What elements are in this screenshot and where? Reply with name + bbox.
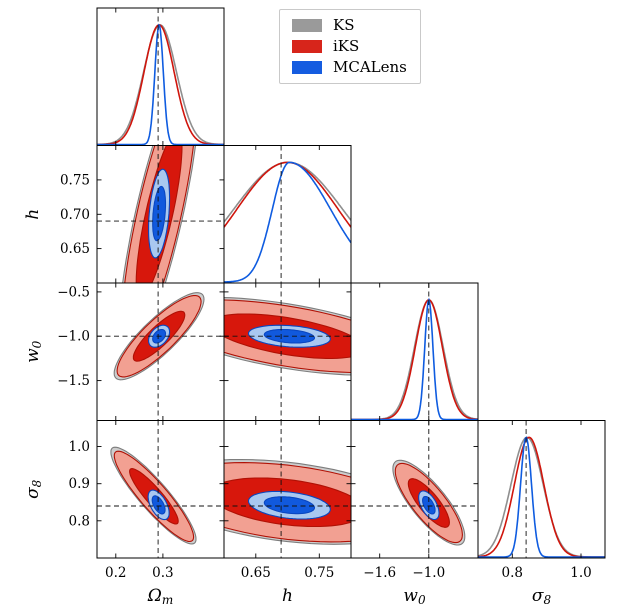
panel-frame [477, 420, 606, 559]
x-tick-label: 0.65 [241, 565, 271, 581]
y-tick-label: −1.5 [57, 373, 90, 389]
y-tick-label: 0.65 [60, 241, 90, 257]
panel-omega_m-sigma8 [97, 420, 224, 558]
legend-label: KS [333, 16, 355, 34]
legend-item-MCALens: MCALens [292, 59, 407, 75]
x-tick-label: 1.0 [570, 565, 591, 581]
x-tick-label: 0.2 [105, 565, 126, 581]
legend-label: iKS [333, 37, 360, 55]
panel-h-marginal [224, 145, 351, 283]
panel-h-w0 [224, 283, 351, 421]
x-tick-label: 0.8 [502, 565, 523, 581]
panel-omega_m-w0 [97, 283, 224, 421]
x-tick-label: 0.3 [152, 565, 173, 581]
y-tick-label: 0.75 [60, 172, 90, 188]
legend-label: MCALens [333, 58, 407, 76]
x-tick-label: −1.6 [363, 565, 396, 581]
x-tick-label: −1.0 [412, 565, 445, 581]
panel-h-sigma8 [224, 420, 351, 558]
legend-item-iKS: iKS [292, 38, 407, 54]
y-tick-label: 0.70 [60, 207, 90, 223]
y-tick-label: −0.5 [57, 284, 90, 300]
legend-swatch [292, 39, 322, 53]
panel-omega_m-marginal [97, 8, 224, 146]
legend-item-KS: KS [292, 17, 407, 33]
legend-swatch [292, 18, 322, 32]
y-tick-label: −1.0 [57, 329, 90, 345]
panel-omega_m-h [97, 145, 224, 283]
y-tick-label: 0.9 [69, 476, 90, 492]
panel-sigma8-marginal [478, 420, 605, 558]
legend-swatch [292, 60, 322, 74]
y-axis-title-h: h [23, 209, 43, 220]
x-tick-label: 0.75 [304, 565, 334, 581]
y-tick-label: 1.0 [69, 439, 90, 455]
x-axis-title-h: h [282, 586, 293, 606]
y-tick-label: 0.8 [69, 513, 90, 529]
panel-w0-marginal [351, 283, 478, 421]
panel-w0-sigma8 [351, 420, 478, 558]
legend: KS iKS MCALens [279, 9, 421, 84]
